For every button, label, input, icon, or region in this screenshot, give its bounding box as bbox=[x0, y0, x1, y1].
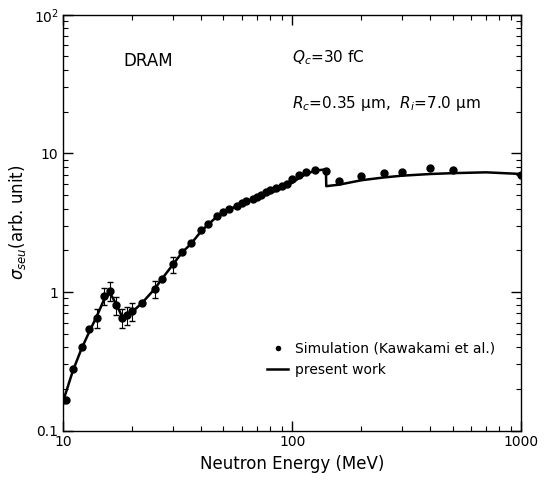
Legend: Simulation (Kawakami et al.), present work: Simulation (Kawakami et al.), present wo… bbox=[262, 336, 501, 382]
Point bbox=[62, 396, 70, 404]
Point bbox=[225, 204, 234, 212]
Point bbox=[262, 188, 271, 196]
Point bbox=[277, 182, 286, 190]
Point bbox=[242, 197, 251, 204]
Point bbox=[99, 292, 108, 300]
Point bbox=[283, 180, 292, 188]
Point bbox=[117, 314, 126, 322]
Point bbox=[266, 187, 275, 194]
Point bbox=[158, 275, 167, 282]
Point bbox=[204, 220, 213, 228]
Point bbox=[397, 168, 406, 176]
Point bbox=[517, 171, 526, 179]
Point bbox=[150, 285, 159, 293]
Point bbox=[219, 208, 228, 216]
Point bbox=[238, 200, 246, 207]
Point bbox=[253, 193, 262, 201]
Point bbox=[197, 227, 206, 234]
Point bbox=[123, 312, 132, 319]
Point bbox=[272, 184, 281, 192]
Point bbox=[322, 167, 330, 175]
Point bbox=[138, 300, 146, 307]
Y-axis label: $\sigma_{seu}$(arb. unit): $\sigma_{seu}$(arb. unit) bbox=[7, 165, 28, 280]
Text: $Q_c$=30 fC: $Q_c$=30 fC bbox=[293, 48, 365, 67]
Point bbox=[248, 195, 257, 203]
Point bbox=[85, 325, 94, 333]
Point bbox=[257, 191, 265, 198]
Text: $R_c$=0.35 μm,  $R_i$=7.0 μm: $R_c$=0.35 μm, $R_i$=7.0 μm bbox=[293, 94, 481, 113]
Point bbox=[112, 301, 121, 309]
Point bbox=[302, 168, 311, 175]
X-axis label: Neutron Energy (MeV): Neutron Energy (MeV) bbox=[200, 455, 384, 473]
Point bbox=[68, 365, 77, 372]
Text: DRAM: DRAM bbox=[123, 52, 173, 70]
Point bbox=[186, 240, 195, 247]
Point bbox=[106, 287, 115, 295]
Point bbox=[448, 166, 457, 174]
Point bbox=[128, 307, 136, 315]
Point bbox=[213, 212, 222, 219]
Point bbox=[379, 169, 388, 177]
Point bbox=[168, 261, 177, 268]
Point bbox=[77, 343, 86, 351]
Point bbox=[59, 396, 68, 404]
Point bbox=[232, 202, 241, 209]
Point bbox=[426, 164, 435, 171]
Point bbox=[295, 171, 304, 179]
Point bbox=[357, 172, 366, 180]
Point bbox=[310, 166, 319, 174]
Point bbox=[335, 177, 343, 185]
Point bbox=[178, 248, 187, 256]
Point bbox=[92, 314, 101, 322]
Point bbox=[288, 176, 297, 183]
